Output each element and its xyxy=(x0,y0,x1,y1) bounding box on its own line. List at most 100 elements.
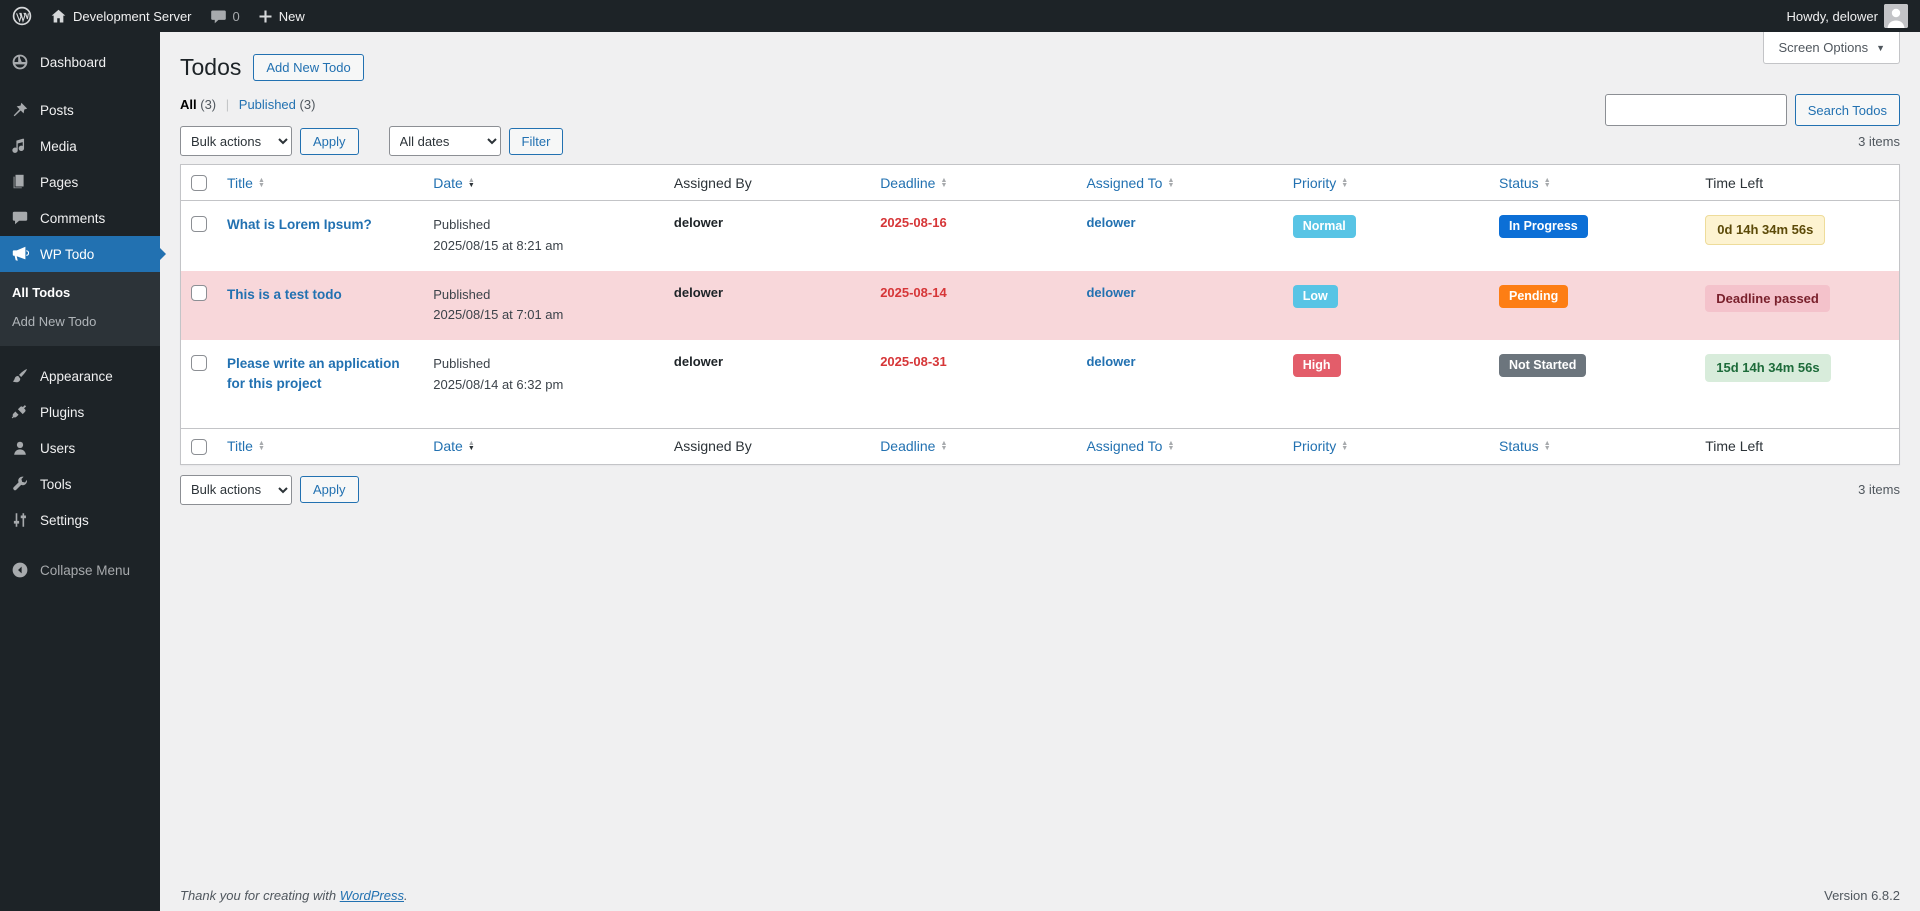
sidebar-item-label: Plugins xyxy=(40,404,85,420)
sidebar-item-plugins[interactable]: Plugins xyxy=(0,394,160,430)
search-todos-button[interactable]: Search Todos xyxy=(1794,94,1900,126)
select-all-checkbox[interactable] xyxy=(191,438,207,455)
footer-thanks-text: Thank you for creating with WordPress. xyxy=(180,888,408,903)
search-box: Search Todos xyxy=(1604,94,1900,126)
deadline-date: 2025-08-31 xyxy=(880,354,947,370)
status-badge: Pending xyxy=(1498,284,1569,308)
sidebar-item-settings[interactable]: Settings xyxy=(0,502,160,538)
sidebar-item-label: WP Todo xyxy=(40,246,95,262)
sidebar-item-label: Users xyxy=(40,440,76,456)
user-icon xyxy=(10,438,30,458)
time-left-badge: 0d 14h 34m 56s xyxy=(1705,215,1826,245)
site-name-label: Development Server xyxy=(73,8,192,24)
select-all-checkbox[interactable] xyxy=(191,175,207,192)
sidebar-item-dashboard[interactable]: Dashboard xyxy=(0,44,160,80)
publish-state: Published xyxy=(433,356,491,372)
sidebar-item-posts[interactable]: Posts xyxy=(0,92,160,128)
table-header-row: Title ▲ ▼ Date ▲ ▼ Assigned By Deadline ▲ ▼ As… xyxy=(180,164,1900,202)
submenu-item-label: Add New Todo xyxy=(12,314,97,329)
column-header-priority[interactable]: Priority ▲ ▼ xyxy=(1292,438,1349,455)
time-left-badge: Deadline passed xyxy=(1705,284,1830,313)
view-all-link[interactable]: All xyxy=(180,97,197,112)
apply-button-bottom[interactable]: Apply xyxy=(300,476,359,504)
todo-title-link[interactable]: What is Lorem Ipsum? xyxy=(227,217,372,233)
sidebar-item-tools[interactable]: Tools xyxy=(0,466,160,502)
assigned-to-link[interactable]: delower xyxy=(1086,215,1136,231)
filter-button[interactable]: Filter xyxy=(508,127,564,155)
apply-button[interactable]: Apply xyxy=(300,127,359,155)
sort-arrows-icon: ▲ ▼ xyxy=(940,440,948,453)
new-content-menu[interactable]: New xyxy=(258,9,305,24)
dashboard-icon xyxy=(10,52,30,72)
publish-state: Published xyxy=(433,286,491,302)
submenu-item-add-new-todo[interactable]: Add New Todo xyxy=(0,307,160,336)
items-count-top: 3 items xyxy=(1858,133,1900,149)
view-all-count: (3) xyxy=(200,97,217,112)
sort-arrows-icon: ▲ ▼ xyxy=(1341,440,1349,453)
column-header-assigned-to[interactable]: Assigned To ▲ ▼ xyxy=(1086,438,1175,455)
sidebar-item-media[interactable]: Media xyxy=(0,128,160,164)
deadline-date: 2025-08-16 xyxy=(880,215,947,231)
todo-title-link[interactable]: This is a test todo xyxy=(227,286,342,302)
admin-footer: Thank you for creating with WordPress. V… xyxy=(160,888,1920,903)
row-checkbox[interactable] xyxy=(191,285,207,302)
column-header-title[interactable]: Title ▲ ▼ xyxy=(227,174,265,191)
column-header-status[interactable]: Status ▲ ▼ xyxy=(1498,174,1551,191)
status-badge: Not Started xyxy=(1498,354,1587,378)
tablenav-top: Bulk actions Apply All dates Filter 3 it… xyxy=(160,112,1920,164)
column-header-date[interactable]: Date ▲ ▼ xyxy=(433,438,475,455)
publish-date: 2025/08/15 at 7:01 am xyxy=(433,307,564,323)
plus-icon xyxy=(258,9,273,24)
column-header-date[interactable]: Date ▲ ▼ xyxy=(433,174,475,191)
column-header-priority[interactable]: Priority ▲ ▼ xyxy=(1292,174,1349,191)
comments-icon xyxy=(10,208,30,228)
search-input[interactable] xyxy=(1604,94,1787,126)
todo-title-link[interactable]: Please write an application for this pro… xyxy=(227,356,400,392)
home-icon xyxy=(50,8,67,25)
sidebar-item-wp-todo[interactable]: WP Todo xyxy=(0,236,166,272)
sidebar-item-users[interactable]: Users xyxy=(0,430,160,466)
sidebar-item-label: Comments xyxy=(40,210,106,226)
table-row: What is Lorem Ipsum? Published 2025/08/15… xyxy=(181,201,1900,271)
sidebar-item-appearance[interactable]: Appearance xyxy=(0,358,160,394)
site-name-link[interactable]: Development Server xyxy=(50,8,192,25)
time-left-badge: 15d 14h 34m 56s xyxy=(1705,354,1831,383)
collapse-arrow-icon xyxy=(10,560,30,580)
bulk-actions-select[interactable]: Bulk actions xyxy=(180,126,292,156)
wordpress-link[interactable]: WordPress xyxy=(339,888,404,903)
column-header-status[interactable]: Status ▲ ▼ xyxy=(1498,438,1551,455)
bulk-actions-select-bottom[interactable]: Bulk actions xyxy=(180,474,292,505)
deadline-date: 2025-08-14 xyxy=(880,284,947,300)
row-checkbox[interactable] xyxy=(191,355,207,372)
screen-options-button[interactable]: Screen Options ▼ xyxy=(1763,32,1900,64)
row-checkbox[interactable] xyxy=(191,215,207,232)
wp-todo-submenu: All Todos Add New Todo xyxy=(0,272,160,346)
assigned-to-link[interactable]: delower xyxy=(1086,284,1136,300)
avatar xyxy=(1884,4,1908,28)
column-header-deadline[interactable]: Deadline ▲ ▼ xyxy=(880,438,948,455)
sidebar-item-label: Posts xyxy=(40,102,74,118)
column-header-deadline[interactable]: Deadline ▲ ▼ xyxy=(880,174,948,191)
sidebar-item-comments[interactable]: Comments xyxy=(0,200,160,236)
page-title: Todos xyxy=(180,54,242,80)
submenu-item-all-todos[interactable]: All Todos xyxy=(0,278,160,307)
sidebar-item-pages[interactable]: Pages xyxy=(0,164,160,200)
sliders-icon xyxy=(10,510,30,530)
sort-arrows-icon: ▲ ▼ xyxy=(1167,176,1175,189)
column-header-title[interactable]: Title ▲ ▼ xyxy=(227,438,265,455)
comments-admin-link[interactable]: 0 xyxy=(210,8,240,25)
comments-count: 0 xyxy=(232,8,240,24)
column-header-assigned-by: Assigned By xyxy=(663,164,871,202)
priority-badge: Low xyxy=(1292,284,1338,308)
add-new-todo-button[interactable]: Add New Todo xyxy=(253,54,364,81)
submenu-item-label: All Todos xyxy=(12,285,71,300)
view-filter-links: All (3) | Published (3) xyxy=(160,81,1920,112)
publish-date: 2025/08/14 at 6:32 pm xyxy=(433,376,564,392)
wordpress-logo-menu[interactable] xyxy=(12,6,32,26)
column-header-assigned-to[interactable]: Assigned To ▲ ▼ xyxy=(1086,174,1175,191)
assigned-to-link[interactable]: delower xyxy=(1086,354,1136,370)
date-filter-select[interactable]: All dates xyxy=(388,126,501,156)
my-account-menu[interactable]: Howdy, delower xyxy=(1786,4,1908,28)
view-published-link[interactable]: Published xyxy=(238,97,296,112)
collapse-menu-button[interactable]: Collapse Menu xyxy=(0,552,160,588)
